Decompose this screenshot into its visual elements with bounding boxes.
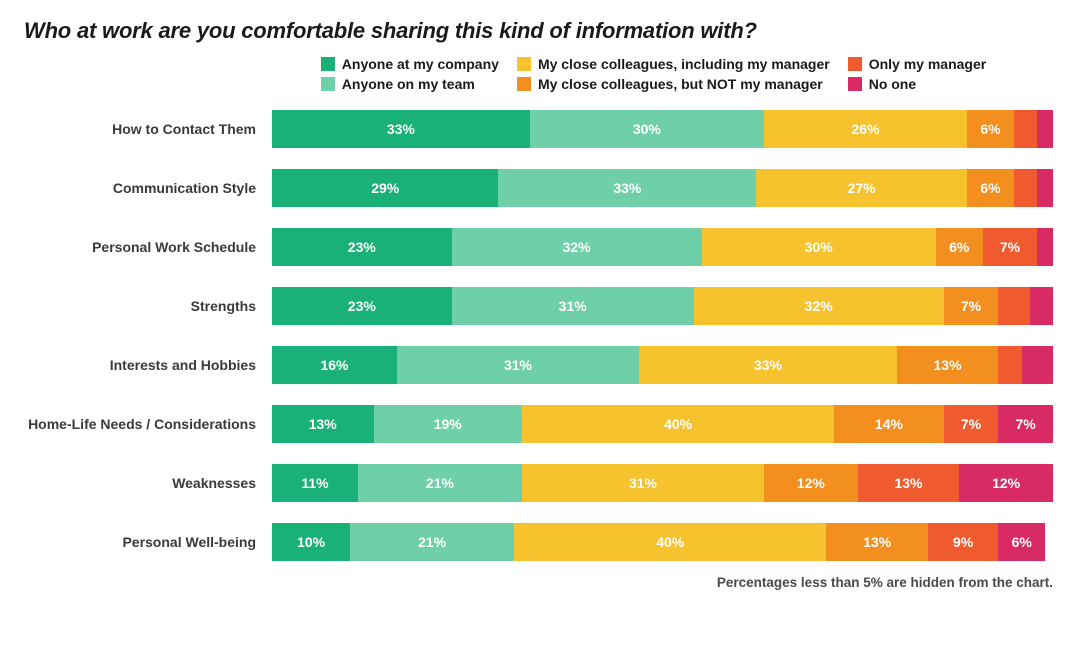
- bar-segment-anyone-team: 32%: [452, 228, 702, 266]
- stacked-bar: 23%32%30%6%7%: [272, 228, 1053, 266]
- bar-segment-anyone-team: 21%: [350, 523, 514, 561]
- bar-row: Strengths23%31%32%7%: [24, 287, 1053, 325]
- bar-segment-no-one: [1030, 287, 1053, 325]
- bar-segment-close-inc-mgr: 40%: [522, 405, 834, 443]
- legend-label: My close colleagues, including my manage…: [538, 56, 830, 72]
- bar-row: Communication Style29%33%27%6%: [24, 169, 1053, 207]
- bar-segment-only-manager: [1014, 169, 1037, 207]
- bar-segment-no-one: [1022, 346, 1053, 384]
- bar-segment-only-manager: [1014, 110, 1037, 148]
- row-label: Communication Style: [24, 180, 272, 196]
- bar-segment-close-inc-mgr: 40%: [514, 523, 826, 561]
- bar-segment-close-inc-mgr: 31%: [522, 464, 764, 502]
- legend-item-anyone-company: Anyone at my company: [321, 56, 499, 72]
- bar-segment-anyone-company: 16%: [272, 346, 397, 384]
- bar-segment-anyone-company: 23%: [272, 228, 452, 266]
- legend-item-close-inc-mgr: My close colleagues, including my manage…: [517, 56, 830, 72]
- bar-segment-anyone-company: 33%: [272, 110, 530, 148]
- bar-segment-close-not-mgr: 14%: [834, 405, 943, 443]
- legend: Anyone at my company My close colleagues,…: [91, 56, 986, 92]
- legend-swatch: [848, 77, 862, 91]
- bar-segment-close-inc-mgr: 30%: [702, 228, 936, 266]
- bar-segment-only-manager: 9%: [928, 523, 998, 561]
- row-label: Personal Well-being: [24, 534, 272, 550]
- bar-segment-close-inc-mgr: 27%: [756, 169, 967, 207]
- bar-segment-close-not-mgr: 6%: [967, 169, 1014, 207]
- stacked-bar: 23%31%32%7%: [272, 287, 1053, 325]
- bar-row: Weaknesses11%21%31%12%13%12%: [24, 464, 1053, 502]
- stacked-bar: 11%21%31%12%13%12%: [272, 464, 1053, 502]
- bar-segment-no-one: 7%: [998, 405, 1053, 443]
- legend-item-only-manager: Only my manager: [848, 56, 987, 72]
- legend-label: My close colleagues, but NOT my manager: [538, 76, 823, 92]
- row-label: Interests and Hobbies: [24, 357, 272, 373]
- bar-segment-close-not-mgr: 7%: [944, 287, 999, 325]
- legend-swatch: [848, 57, 862, 71]
- bar-segment-anyone-team: 33%: [498, 169, 756, 207]
- bar-segment-anyone-company: 13%: [272, 405, 374, 443]
- bar-segment-no-one: 12%: [959, 464, 1053, 502]
- bar-segment-anyone-team: 31%: [397, 346, 639, 384]
- legend-label: Anyone on my team: [342, 76, 475, 92]
- row-label: Home-Life Needs / Considerations: [24, 416, 272, 432]
- chart-title: Who at work are you comfortable sharing …: [24, 18, 1053, 44]
- bar-segment-only-manager: 13%: [858, 464, 960, 502]
- bar-row: Interests and Hobbies16%31%33%13%: [24, 346, 1053, 384]
- legend-item-anyone-team: Anyone on my team: [321, 76, 499, 92]
- bar-row: Home-Life Needs / Considerations13%19%40…: [24, 405, 1053, 443]
- bar-rows: How to Contact Them33%30%26%6%Communicat…: [24, 110, 1053, 561]
- bar-segment-anyone-team: 19%: [374, 405, 522, 443]
- legend-label: Only my manager: [869, 56, 987, 72]
- stacked-bar: 10%21%40%13%9%6%: [272, 523, 1053, 561]
- bar-segment-close-not-mgr: 12%: [764, 464, 858, 502]
- bar-segment-close-inc-mgr: 33%: [639, 346, 897, 384]
- legend-swatch: [517, 57, 531, 71]
- bar-segment-only-manager: [998, 346, 1021, 384]
- bar-segment-no-one: [1037, 169, 1053, 207]
- bar-segment-only-manager: 7%: [944, 405, 999, 443]
- bar-segment-no-one: [1037, 110, 1053, 148]
- stacked-bar: 33%30%26%6%: [272, 110, 1053, 148]
- legend-item-close-not-mgr: My close colleagues, but NOT my manager: [517, 76, 830, 92]
- bar-segment-no-one: [1037, 228, 1053, 266]
- stacked-bar: 16%31%33%13%: [272, 346, 1053, 384]
- footnote: Percentages less than 5% are hidden from…: [24, 575, 1053, 590]
- bar-segment-anyone-company: 23%: [272, 287, 452, 325]
- row-label: How to Contact Them: [24, 121, 272, 137]
- bar-segment-close-inc-mgr: 26%: [764, 110, 967, 148]
- row-label: Strengths: [24, 298, 272, 314]
- legend-item-no-one: No one: [848, 76, 987, 92]
- bar-segment-only-manager: [998, 287, 1029, 325]
- bar-row: Personal Work Schedule23%32%30%6%7%: [24, 228, 1053, 266]
- row-label: Personal Work Schedule: [24, 239, 272, 255]
- legend-label: Anyone at my company: [342, 56, 499, 72]
- legend-swatch: [321, 57, 335, 71]
- legend-swatch: [517, 77, 531, 91]
- bar-segment-anyone-company: 29%: [272, 169, 498, 207]
- stacked-bar: 13%19%40%14%7%7%: [272, 405, 1053, 443]
- bar-segment-close-not-mgr: 6%: [967, 110, 1014, 148]
- bar-segment-only-manager: 7%: [983, 228, 1038, 266]
- bar-segment-anyone-team: 31%: [452, 287, 694, 325]
- bar-segment-anyone-team: 21%: [358, 464, 522, 502]
- stacked-bar: 29%33%27%6%: [272, 169, 1053, 207]
- legend-label: No one: [869, 76, 916, 92]
- row-label: Weaknesses: [24, 475, 272, 491]
- bar-segment-anyone-team: 30%: [530, 110, 764, 148]
- bar-row: How to Contact Them33%30%26%6%: [24, 110, 1053, 148]
- bar-segment-close-inc-mgr: 32%: [694, 287, 944, 325]
- legend-swatch: [321, 77, 335, 91]
- bar-row: Personal Well-being10%21%40%13%9%6%: [24, 523, 1053, 561]
- bar-segment-no-one: 6%: [998, 523, 1045, 561]
- bar-segment-close-not-mgr: 13%: [826, 523, 928, 561]
- bar-segment-anyone-company: 11%: [272, 464, 358, 502]
- bar-segment-anyone-company: 10%: [272, 523, 350, 561]
- bar-segment-close-not-mgr: 6%: [936, 228, 983, 266]
- bar-segment-close-not-mgr: 13%: [897, 346, 999, 384]
